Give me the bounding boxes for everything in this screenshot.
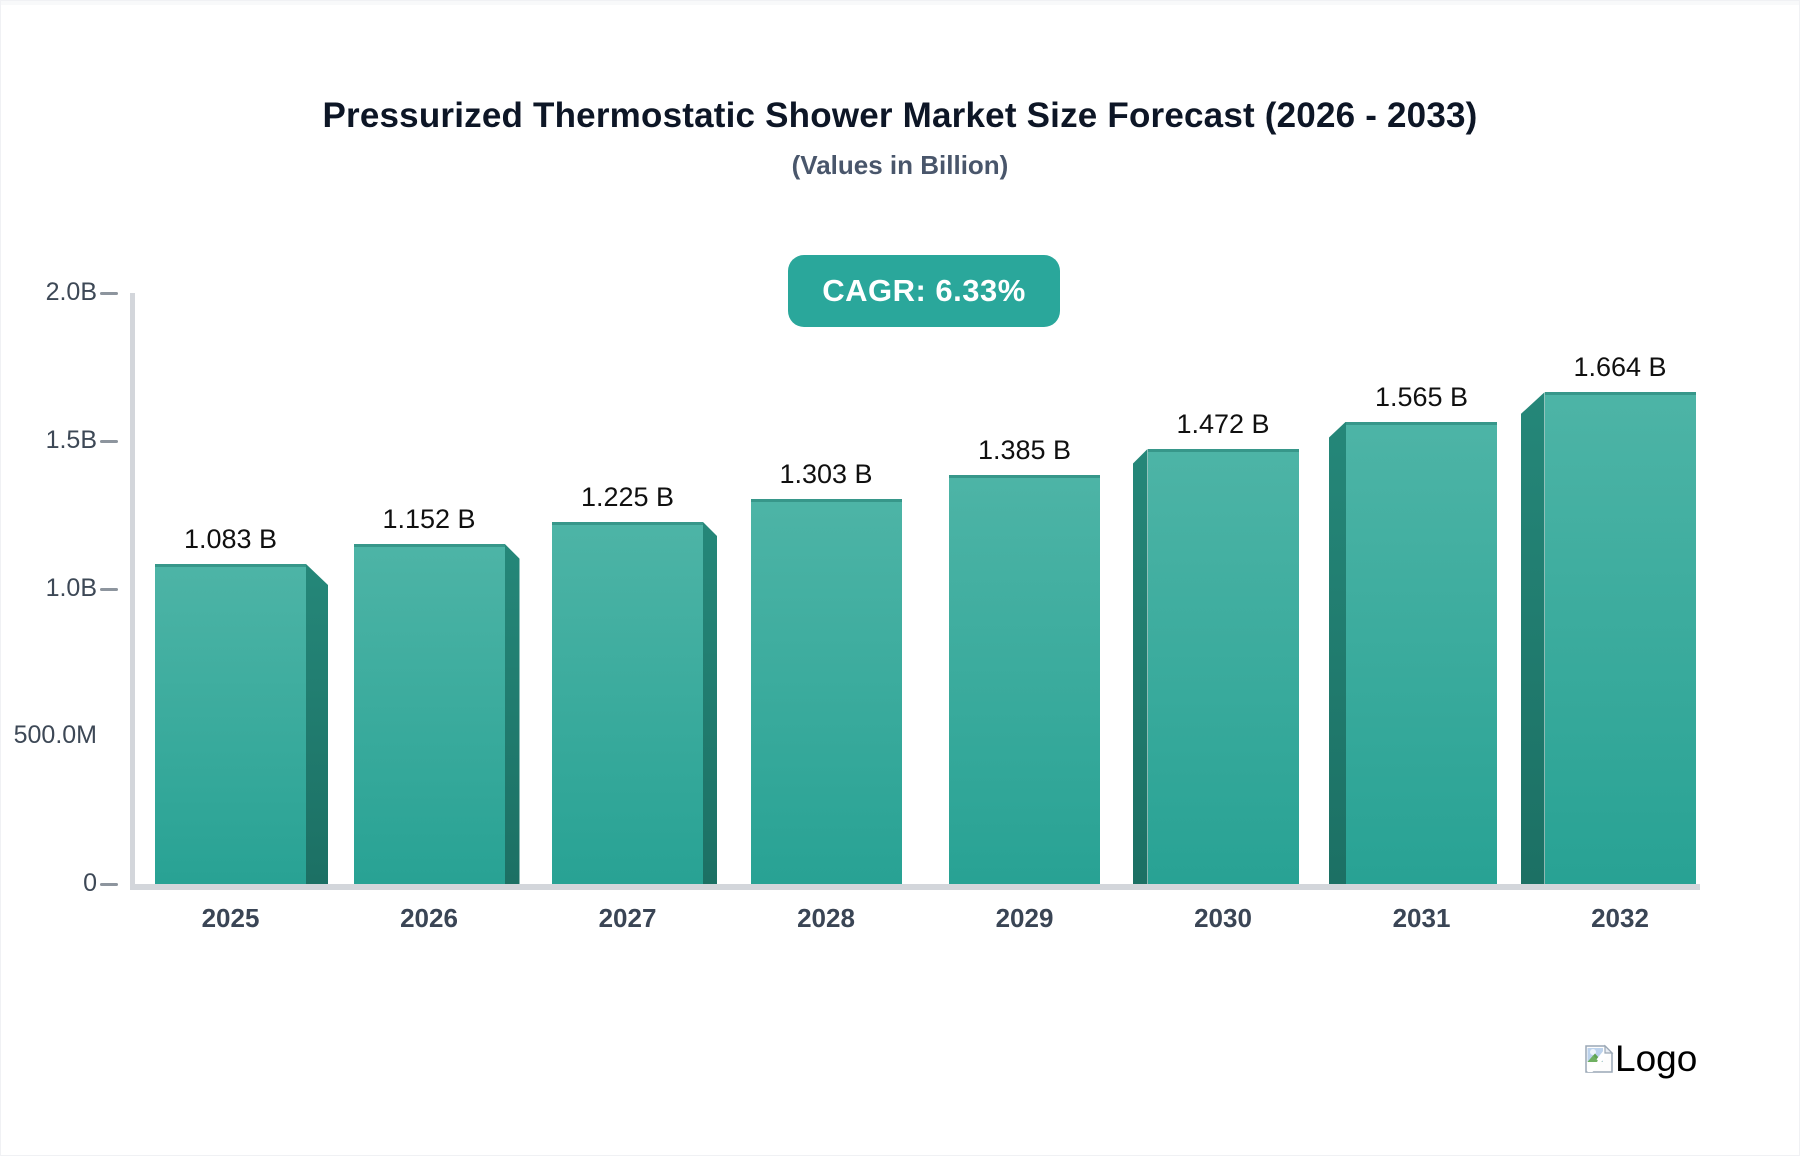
bar-value-label: 1.152 B [382, 503, 476, 534]
bar-value-label: 1.385 B [977, 434, 1072, 465]
bar-2032 [1544, 392, 1696, 884]
bar-value-label: 1.303 B [779, 458, 873, 489]
chart-subtitle: (Values in Billion) [791, 150, 1009, 180]
y-tick-label: 1.5B [45, 425, 97, 454]
logo: Logo [1583, 1040, 1697, 1078]
bar-2028 [750, 498, 902, 884]
y-tick-label: 500.0M [13, 721, 97, 750]
bar-side-face [504, 543, 520, 884]
x-tick-label-2025: 2025 [201, 903, 260, 933]
x-tick-label-2030: 2030 [1194, 903, 1252, 933]
bar-side-face [1520, 392, 1545, 884]
x-tick-label-2026: 2026 [400, 903, 458, 933]
bar-value-label: 1.083 B [183, 523, 278, 554]
x-tick-label-2029: 2029 [995, 903, 1054, 933]
bar-2027 [552, 522, 703, 884]
bar-side-face [1132, 449, 1148, 884]
cagr-badge-label: CAGR: 6.33% [822, 273, 1026, 308]
bar-side-face [306, 563, 328, 884]
y-tick-label: 1.0B [45, 573, 97, 602]
y-tick-mark [100, 439, 118, 443]
y-tick-label: 2.0B [45, 278, 97, 306]
y-tick-mark [100, 883, 118, 886]
x-tick-label-2031: 2031 [1392, 903, 1451, 933]
y-axis-line [130, 293, 135, 884]
x-tick-label-2032: 2032 [1591, 903, 1649, 933]
broken-image-icon [1585, 1044, 1614, 1073]
bar-2031 [1346, 421, 1497, 884]
bar-value-label: 1.472 B [1176, 409, 1270, 440]
y-tick-mark [100, 292, 118, 295]
bar-2029 [949, 474, 1100, 884]
x-axis-baseline [130, 884, 1700, 890]
bar-2030 [1147, 449, 1299, 884]
bar-side-face [1329, 421, 1346, 884]
x-tick-label-2028: 2028 [797, 903, 855, 933]
logo-alt-text: Logo [1615, 1038, 1698, 1079]
bar-value-label: 1.664 B [1573, 352, 1667, 383]
bar-2025 [155, 563, 306, 884]
bar-value-label: 1.225 B [580, 482, 675, 512]
bar-value-label: 1.565 B [1374, 381, 1469, 412]
y-tick-mark [100, 587, 118, 591]
x-tick-label-2027: 2027 [598, 903, 657, 933]
cagr-badge: CAGR: 6.33% [788, 255, 1060, 327]
y-tick-label: 0 [83, 869, 97, 897]
bar-2026 [353, 543, 505, 884]
bar-side-face [703, 522, 717, 884]
chart-title: Pressurized Thermostatic Shower Market S… [322, 96, 1478, 135]
